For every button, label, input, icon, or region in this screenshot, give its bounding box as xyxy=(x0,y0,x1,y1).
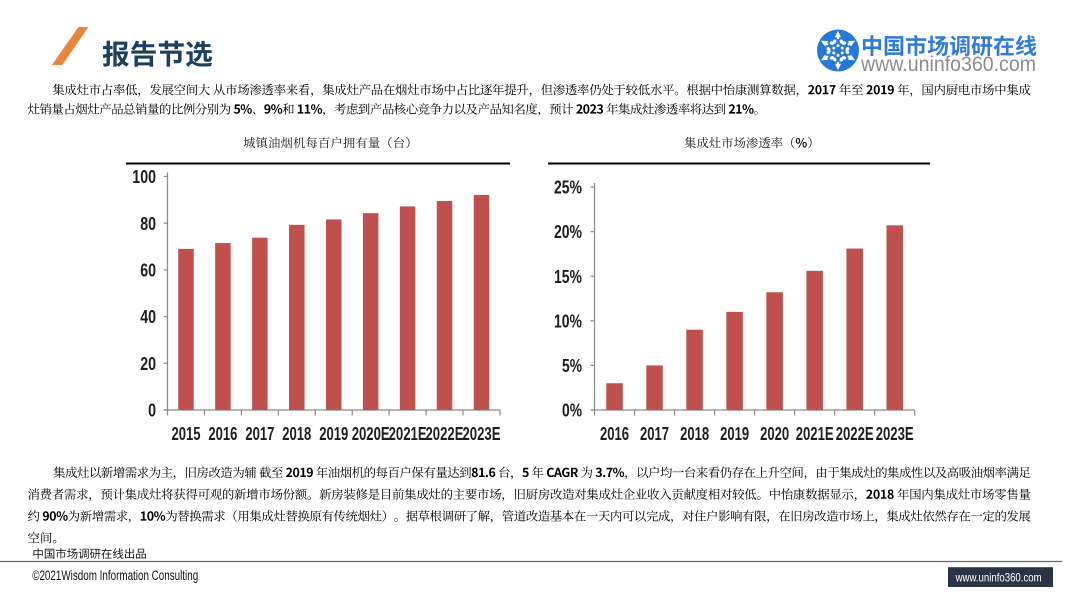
svg-text:2017: 2017 xyxy=(640,424,669,444)
svg-text:2015: 2015 xyxy=(172,424,201,444)
svg-text:2017: 2017 xyxy=(245,424,274,444)
svg-text:0: 0 xyxy=(148,401,156,421)
svg-text:5%: 5% xyxy=(562,356,582,376)
svg-text:2022E: 2022E xyxy=(836,424,874,444)
svg-text:2020: 2020 xyxy=(760,424,789,444)
svg-text:2020E: 2020E xyxy=(352,424,390,444)
svg-text:2022E: 2022E xyxy=(426,424,464,444)
svg-text:2021E: 2021E xyxy=(796,424,834,444)
svg-text:2016: 2016 xyxy=(208,424,237,444)
svg-text:©2021Wisdom Information Consul: ©2021Wisdom Information Consulting xyxy=(32,568,198,583)
svg-text:25%: 25% xyxy=(554,178,582,198)
svg-text:www.uninfo360.com: www.uninfo360.com xyxy=(955,570,1042,584)
svg-text:2018: 2018 xyxy=(680,424,709,444)
svg-text:15%: 15% xyxy=(554,267,582,287)
svg-text:2023E: 2023E xyxy=(876,424,914,444)
svg-text:2019: 2019 xyxy=(319,424,348,444)
svg-text:2021E: 2021E xyxy=(389,424,427,444)
svg-text:2019: 2019 xyxy=(720,424,749,444)
svg-text:10%: 10% xyxy=(554,311,582,331)
svg-text:100: 100 xyxy=(132,167,156,187)
svg-text:40: 40 xyxy=(140,307,156,327)
svg-text:0%: 0% xyxy=(562,401,582,421)
svg-text:80: 80 xyxy=(140,214,156,234)
svg-text:60: 60 xyxy=(140,261,156,281)
svg-text:2016: 2016 xyxy=(600,424,629,444)
svg-text:www.uninfo360.com: www.uninfo360.com xyxy=(860,53,1036,76)
svg-text:20: 20 xyxy=(140,354,156,374)
svg-text:2023E: 2023E xyxy=(463,424,501,444)
svg-text:2018: 2018 xyxy=(282,424,311,444)
svg-text:20%: 20% xyxy=(554,222,582,242)
